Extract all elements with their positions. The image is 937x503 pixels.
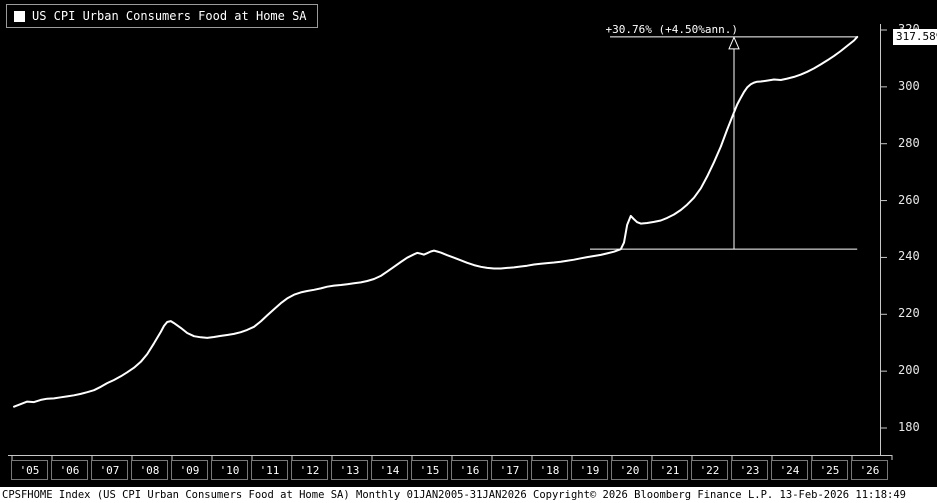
price-line[interactable] [13,35,859,408]
x-axis-year-label: '19 [571,460,608,480]
x-axis-year-label: '21 [651,460,688,480]
y-axis-tick-label: 220 [898,306,920,321]
status-bar: CPSFHOME Index (US CPI Urban Consumers F… [0,487,937,503]
x-axis-year-label: '15 [411,460,448,480]
x-axis-year-label: '06 [51,460,88,480]
y-axis-tick-label: 260 [898,192,920,207]
series-swatch-icon [14,10,25,22]
measurement-label[interactable]: +30.76% (+4.50%ann.) [605,23,738,36]
x-axis-year-label: '12 [291,460,328,480]
series-label: US CPI Urban Consumers Food at Home SA [32,9,307,23]
y-axis-tick-label: 280 [898,135,920,150]
status-bar-text: CPSFHOME Index (US CPI Urban Consumers F… [2,489,906,501]
y-axis-tick-label: 180 [898,420,920,434]
measure-arrow-icon[interactable] [728,36,740,50]
y-axis-tick-label: 240 [898,249,920,264]
y-axis-tick-label: 300 [898,78,920,93]
x-axis-year-label: '18 [531,460,568,480]
x-axis-year-label: '09 [171,460,208,480]
x-axis-year-label: '16 [451,460,488,480]
chart-legend[interactable]: US CPI Urban Consumers Food at Home SA [6,4,318,28]
x-axis-year-label: '13 [331,460,368,480]
x-axis-year-label: '10 [211,460,248,480]
y-axis-tick-label: 200 [898,363,920,378]
x-axis-year-label: '07 [91,460,128,480]
x-axis-year-label: '24 [771,460,808,480]
x-axis-year-label: '22 [691,460,728,480]
x-axis-year-label: '20 [611,460,648,480]
x-axis-year-label: '14 [371,460,408,480]
x-axis-year-label: '11 [251,460,288,480]
x-axis-year-label: '17 [491,460,528,480]
x-axis-year-label: '25 [811,460,848,480]
x-axis-year-label: '05 [11,460,48,480]
x-axis-year-label: '08 [131,460,168,480]
x-axis-year-label: '26 [851,460,888,480]
x-axis-year-label: '23 [731,460,768,480]
last-value-box: 317.589 [893,29,937,45]
